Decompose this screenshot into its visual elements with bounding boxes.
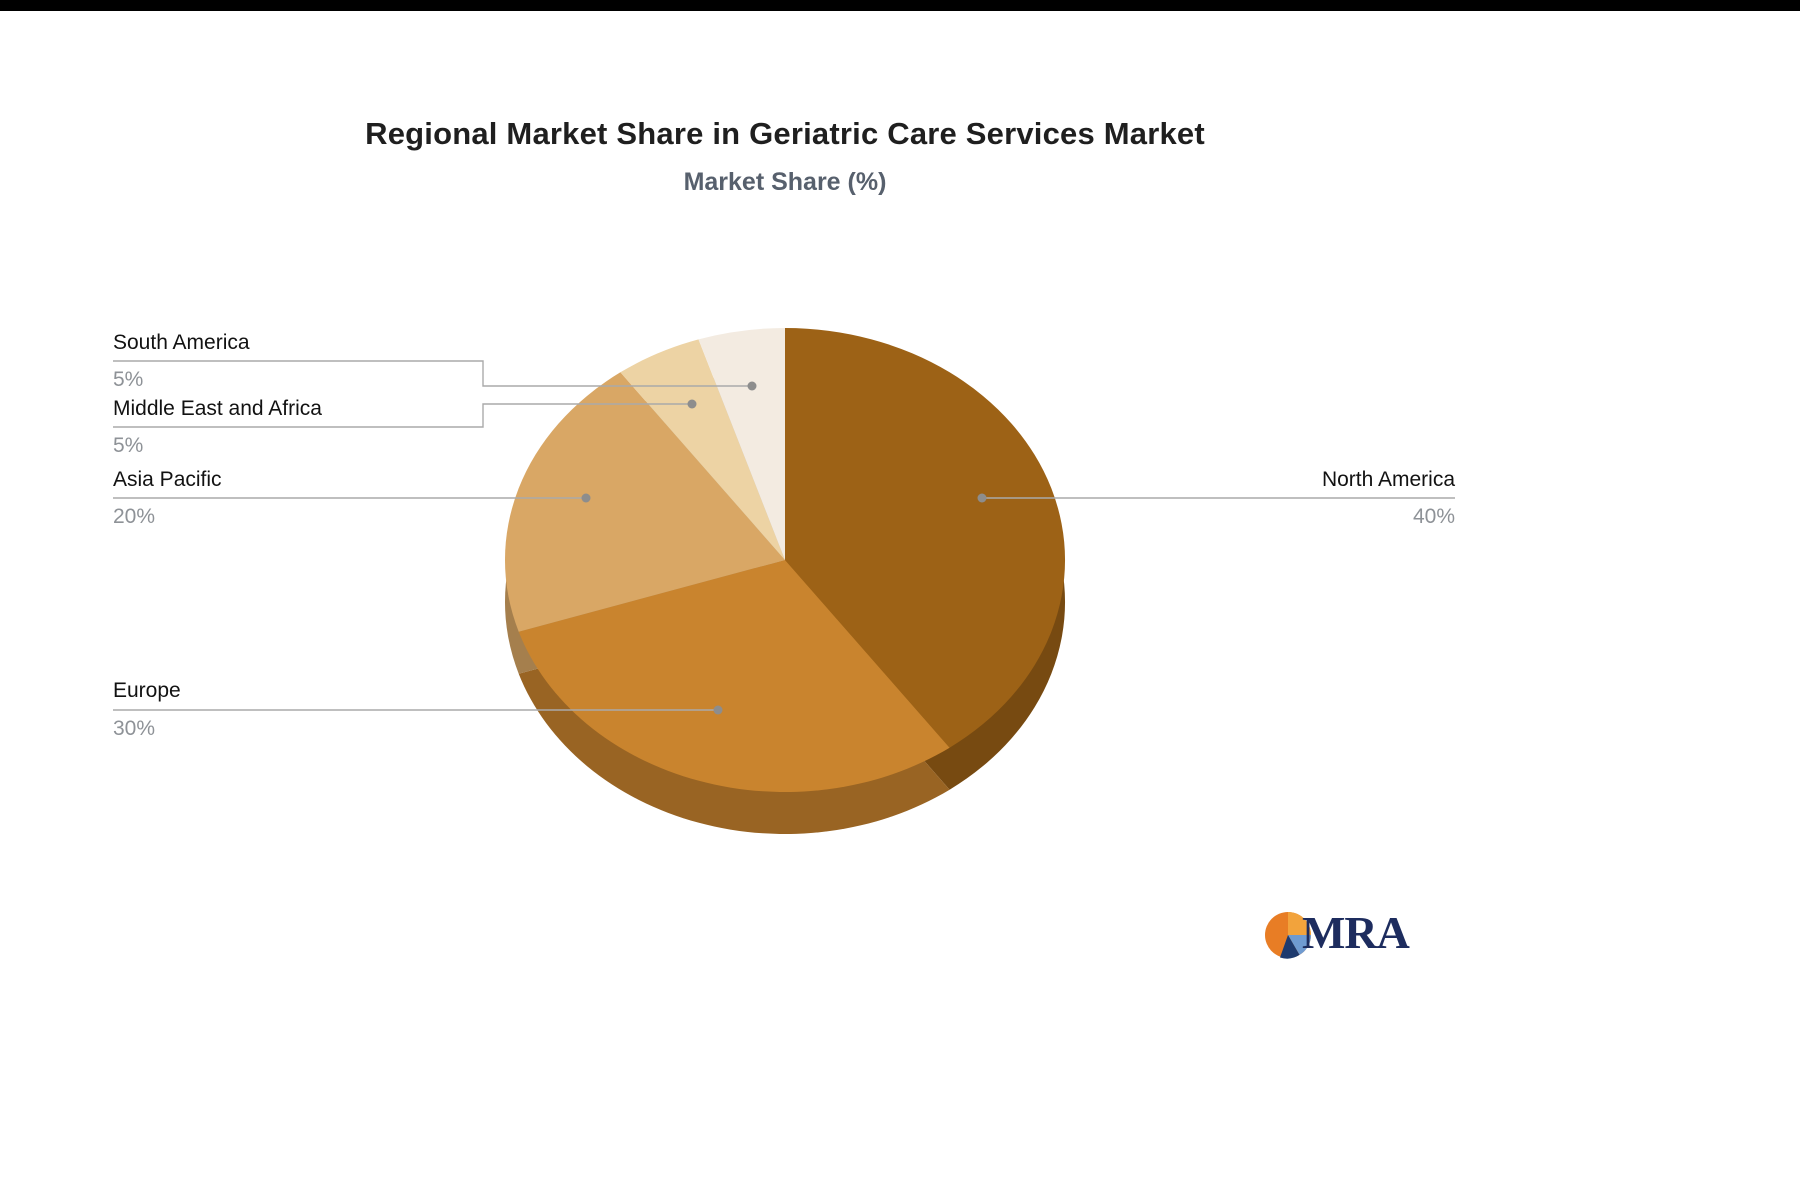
pie-slice-europe[interactable] xyxy=(518,560,950,793)
leader-dot-middle-east-and-africa xyxy=(687,399,697,409)
top-border-bar xyxy=(0,0,1800,11)
logo-wedge-blue xyxy=(1288,935,1311,955)
callout-label-asia-pacific: Asia Pacific xyxy=(113,468,222,491)
callout-label-middle-east-and-africa: Middle East and Africa xyxy=(113,397,322,420)
callout-value-south-america: 5% xyxy=(113,368,144,391)
logo-pie-icon xyxy=(1265,912,1311,959)
callout-value-middle-east-and-africa: 5% xyxy=(113,434,144,457)
pie-slice-north-america[interactable] xyxy=(785,328,1066,748)
leader-dot-north-america xyxy=(977,493,987,503)
leader-dot-south-america xyxy=(747,381,757,391)
leader-line-middle-east-and-africa xyxy=(113,403,692,428)
callout-value-europe: 30% xyxy=(113,717,156,740)
callout-value-asia-pacific: 20% xyxy=(113,505,156,528)
pie-slice-asia-pacific[interactable] xyxy=(504,372,785,632)
callout-value-north-america: 40% xyxy=(1412,505,1455,528)
callout-label-north-america: North America xyxy=(1321,468,1455,491)
logo-wedge-light-orange xyxy=(1288,912,1311,935)
leader-line-south-america xyxy=(113,360,752,387)
title-block: Regional Market Share in Geriatric Care … xyxy=(0,116,1570,197)
brand-logo: MRA xyxy=(1258,900,1438,966)
leader-dot-asia-pacific xyxy=(581,493,591,503)
callout-label-europe: Europe xyxy=(113,679,181,702)
callout-label-south-america: South America xyxy=(113,331,250,354)
chart-subtitle: Market Share (%) xyxy=(683,168,887,196)
chart-title: Regional Market Share in Geriatric Care … xyxy=(365,116,1205,151)
logo-text: MRA xyxy=(1302,907,1410,958)
leader-dot-europe xyxy=(713,705,723,715)
logo-wedge-navy xyxy=(1280,935,1300,959)
pie-slice-middle-east-and-africa[interactable] xyxy=(620,339,785,560)
